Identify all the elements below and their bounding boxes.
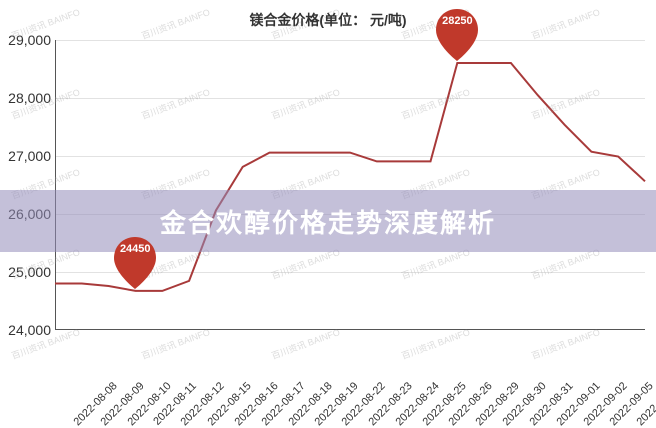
overlay-banner: 金合欢醇价格走势深度解析 — [0, 190, 656, 252]
data-point-marker-high[interactable]: 28250 — [434, 7, 480, 63]
y-axis-label-29000: 29,000 — [3, 32, 51, 48]
y-axis-label-28000: 28,000 — [3, 90, 51, 106]
plot-area: 29,000 28,000 27,000 26,000 25,000 24,00… — [55, 40, 645, 330]
marker-text-low: 24450 — [112, 243, 158, 255]
y-axis-label-24000: 24,000 — [3, 322, 51, 338]
data-point-marker-low[interactable]: 24450 — [112, 235, 158, 291]
y-axis-label-25000: 25,000 — [3, 264, 51, 280]
chart-title: 镁合金价格(单位： 元/吨) — [0, 10, 656, 30]
chart-container: 百川资讯 BAINFO 百川资讯 BAINFO 百川资讯 BAINFO 百川资讯… — [0, 0, 656, 400]
overlay-banner-text: 金合欢醇价格走势深度解析 — [160, 203, 496, 240]
watermark-item: 百川资讯 BAINFO — [530, 328, 601, 362]
watermark-item: 百川资讯 BAINFO — [400, 328, 471, 362]
marker-text-high: 28250 — [434, 15, 480, 27]
watermark-item: 百川资讯 BAINFO — [270, 328, 341, 362]
y-axis-label-27000: 27,000 — [3, 148, 51, 164]
watermark-item: 百川资讯 BAINFO — [140, 328, 211, 362]
